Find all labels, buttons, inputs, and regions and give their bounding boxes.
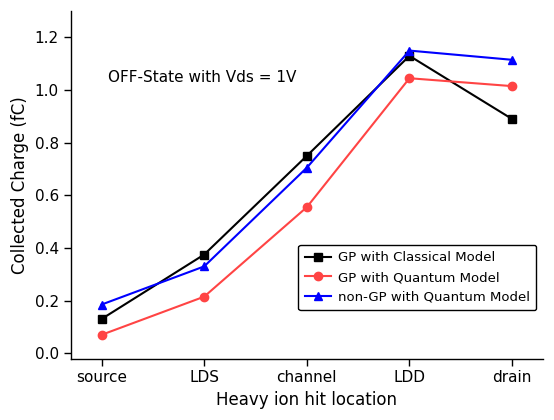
non-GP with Quantum Model [98, 302, 105, 307]
Legend: GP with Classical Model, GP with Quantum Model, non-GP with Quantum Model: GP with Classical Model, GP with Quantum… [298, 245, 536, 310]
GP with Classical Model [201, 252, 208, 257]
GP with Classical Model [304, 153, 310, 158]
non-GP with Quantum Model [406, 48, 413, 53]
GP with Classical Model [509, 116, 515, 121]
Line: GP with Classical Model: GP with Classical Model [98, 52, 516, 323]
Line: non-GP with Quantum Model: non-GP with Quantum Model [98, 47, 516, 309]
GP with Quantum Model [406, 76, 413, 81]
Line: GP with Quantum Model: GP with Quantum Model [98, 74, 516, 339]
X-axis label: Heavy ion hit location: Heavy ion hit location [216, 391, 397, 409]
GP with Quantum Model [98, 332, 105, 337]
non-GP with Quantum Model [509, 57, 515, 62]
GP with Classical Model [406, 53, 413, 58]
GP with Quantum Model [304, 205, 310, 210]
GP with Quantum Model [509, 84, 515, 89]
non-GP with Quantum Model [304, 165, 310, 170]
GP with Classical Model [98, 317, 105, 322]
non-GP with Quantum Model [201, 264, 208, 269]
GP with Quantum Model [201, 294, 208, 299]
Text: OFF-State with Vds = 1V: OFF-State with Vds = 1V [109, 70, 297, 85]
Y-axis label: Collected Charge (fC): Collected Charge (fC) [11, 96, 29, 274]
